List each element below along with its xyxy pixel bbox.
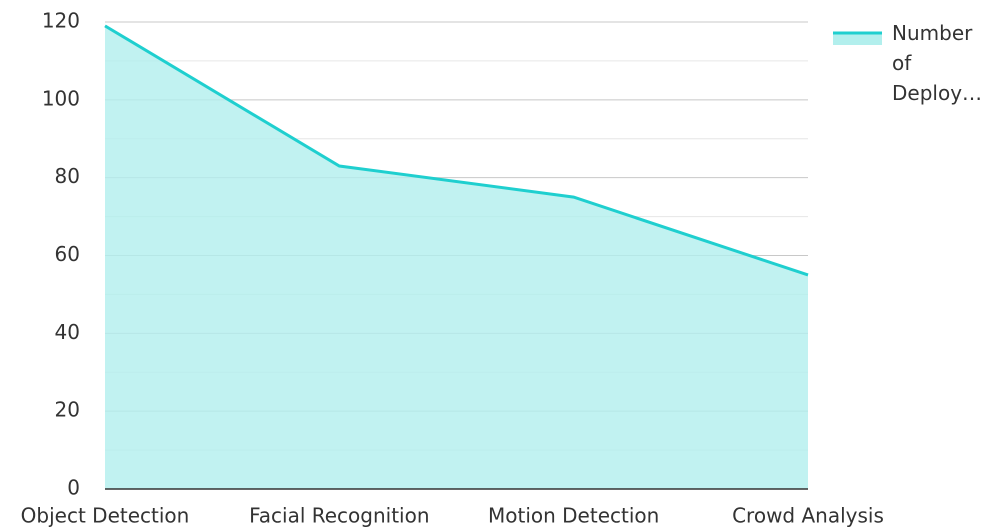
y-tick-label: 40 bbox=[55, 320, 80, 344]
y-tick-label: 100 bbox=[42, 86, 80, 110]
y-tick-label: 60 bbox=[55, 242, 80, 266]
line bbox=[104, 24, 809, 277]
legend-label: Number of Deploy… bbox=[892, 21, 983, 105]
y-tick-label: 120 bbox=[42, 9, 80, 33]
y-tick-label: 0 bbox=[67, 476, 80, 500]
x-tick-label: Facial Recognition bbox=[249, 504, 429, 528]
y-tick-label: 20 bbox=[55, 398, 80, 422]
legend-swatch-fill bbox=[833, 33, 882, 45]
x-tick-label: Object Detection bbox=[21, 504, 190, 528]
area bbox=[105, 25, 808, 490]
x-tick-label: Crowd Analysis bbox=[732, 504, 884, 528]
y-tick-label: 80 bbox=[55, 164, 80, 188]
x-tick-label: Motion Detection bbox=[488, 504, 659, 528]
